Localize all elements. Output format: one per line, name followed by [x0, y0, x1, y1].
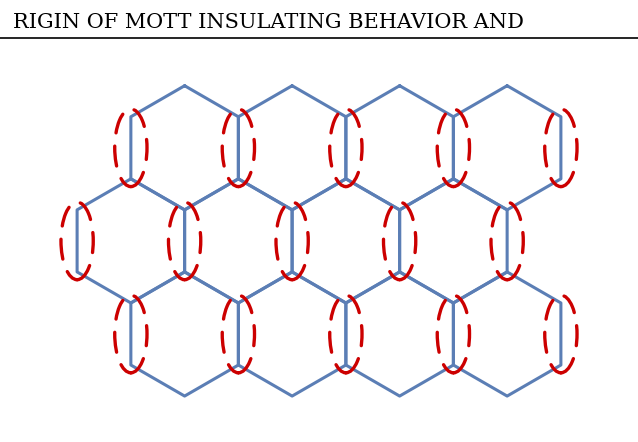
Text: RIGIN OF MOTT INSULATING BEHAVIOR AND: RIGIN OF MOTT INSULATING BEHAVIOR AND	[13, 13, 524, 32]
